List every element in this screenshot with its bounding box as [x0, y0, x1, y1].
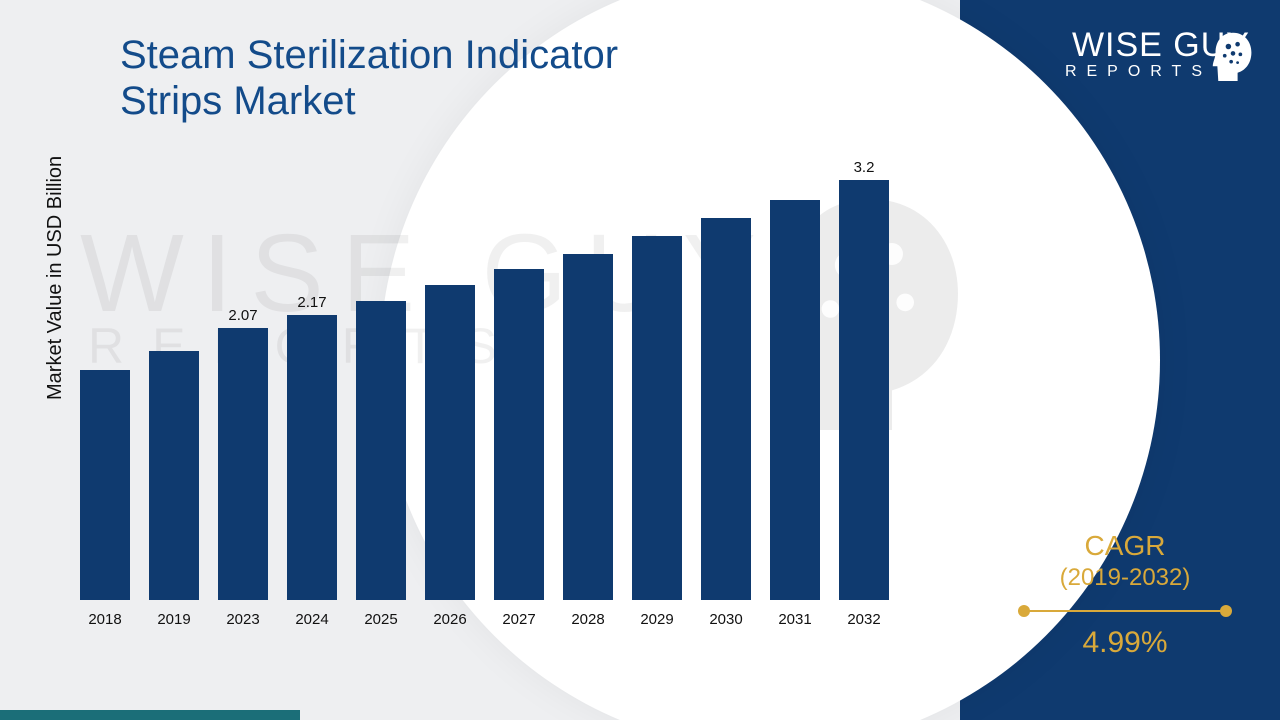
bar-chart-plot: 2018 2019 2.072023 2.172024 2025 2026 2027 2028…: [80, 180, 889, 600]
logo-head-icon: [1210, 28, 1256, 88]
bar: [701, 218, 751, 600]
bar-x-label: 2019: [157, 611, 190, 628]
bar-x-label: 2026: [433, 611, 466, 628]
bar-2025: 2025: [356, 301, 406, 600]
bar-x-label: 2027: [502, 611, 535, 628]
bar: [632, 236, 682, 600]
bar-value-label: 3.2: [854, 159, 875, 176]
cagr-range: (2019-2032): [1010, 564, 1240, 592]
bar-2026: 2026: [425, 285, 475, 600]
bar: [425, 285, 475, 600]
bar-2032: 3.22032: [839, 180, 889, 600]
bar-value-label: 2.07: [228, 307, 257, 324]
cagr-title: CAGR: [1010, 530, 1240, 562]
cagr-value: 4.99%: [1010, 626, 1240, 660]
bar-x-label: 2028: [571, 611, 604, 628]
cagr-box: CAGR (2019-2032) 4.99%: [1010, 530, 1240, 660]
bar-x-label: 2029: [640, 611, 673, 628]
bar-x-label: 2031: [778, 611, 811, 628]
bar-2024: 2.172024: [287, 315, 337, 600]
bar-x-label: 2023: [226, 611, 259, 628]
bar-2031: 2031: [770, 200, 820, 600]
bar-x-label: 2024: [295, 611, 328, 628]
bar-2030: 2030: [701, 218, 751, 600]
bar-value-label: 2.17: [297, 294, 326, 311]
bar-x-label: 2032: [847, 611, 880, 628]
wiseguy-logo: WISE GUY REPORTS: [990, 26, 1250, 81]
bar: [839, 180, 889, 600]
bar-x-label: 2030: [709, 611, 742, 628]
bar: [770, 200, 820, 600]
bar-2023: 2.072023: [218, 328, 268, 600]
bar-x-label: 2018: [88, 611, 121, 628]
chart-title: Steam Sterilization Indicator Strips Mar…: [120, 32, 720, 124]
bar: [218, 328, 268, 600]
bar-2018: 2018: [80, 370, 130, 600]
bar-x-label: 2025: [364, 611, 397, 628]
bar: [356, 301, 406, 600]
bar-2027: 2027: [494, 269, 544, 600]
infographic-canvas: WISE GUY REPORTS Steam Sterilization Ind…: [0, 0, 1280, 720]
y-axis-label: Market Value in USD Billion: [44, 156, 67, 400]
bar-2019: 2019: [149, 351, 199, 600]
bar: [149, 351, 199, 600]
bar: [287, 315, 337, 600]
bar-2029: 2029: [632, 236, 682, 600]
bar: [563, 254, 613, 601]
bottom-accent-bar: [0, 710, 300, 720]
bar: [494, 269, 544, 600]
bar: [80, 370, 130, 600]
cagr-divider: [1020, 610, 1230, 612]
bar-2028: 2028: [563, 254, 613, 601]
